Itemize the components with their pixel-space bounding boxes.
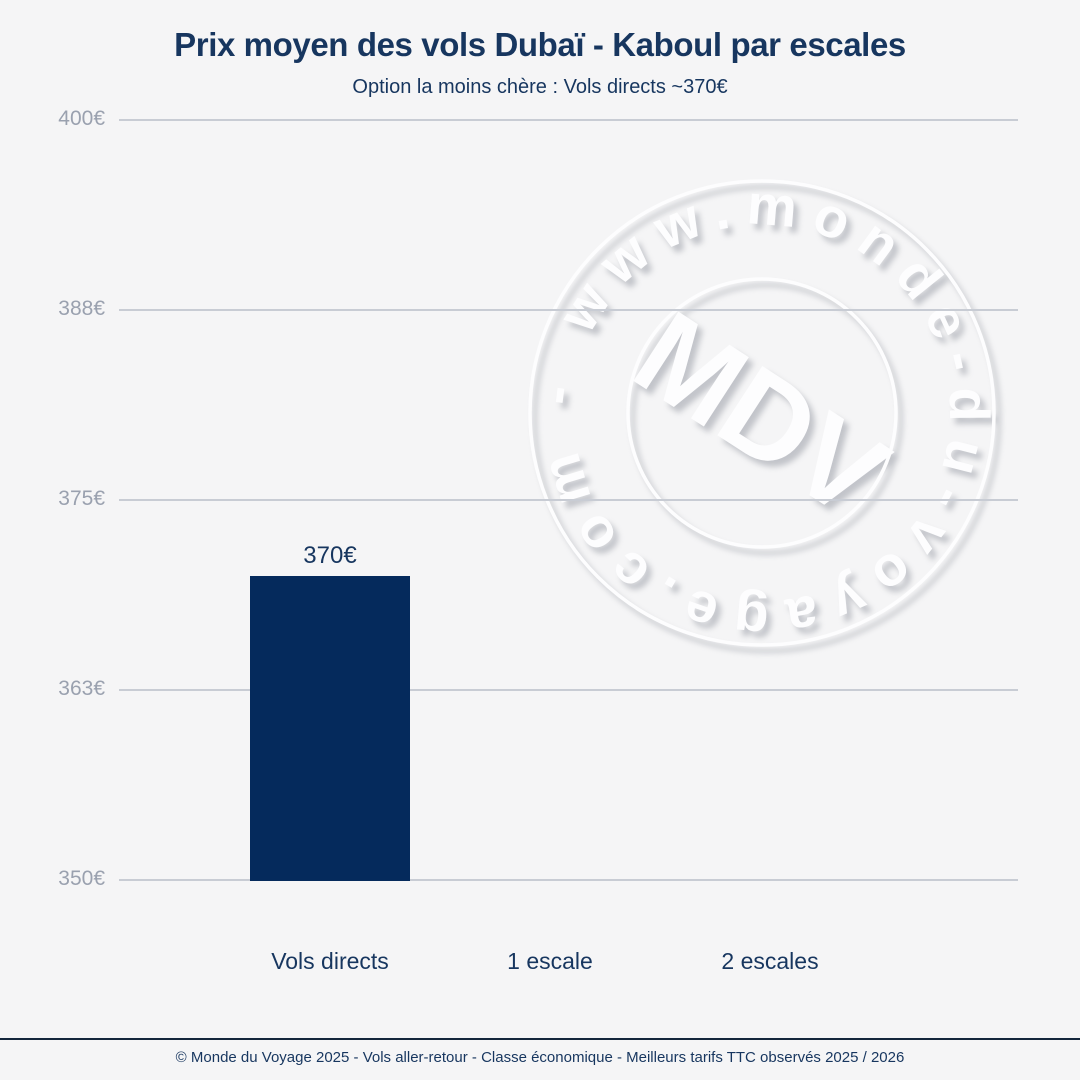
gridline	[119, 499, 1018, 501]
gridline	[119, 879, 1018, 881]
category-label: 2 escales	[721, 948, 819, 974]
chart-title: Prix moyen des vols Dubaï - Kaboul par e…	[174, 26, 906, 63]
footer-copyright: © Monde du Voyage 2025 - Vols aller-reto…	[175, 1049, 905, 1066]
chart-subtitle: Option la moins chère : Vols directs ~37…	[352, 76, 728, 98]
gridline	[119, 309, 1018, 311]
category-label: 1 escale	[507, 948, 593, 974]
footer-divider	[0, 1038, 1080, 1040]
bar-value-label: 370€	[303, 542, 357, 569]
y-tick-label: 400€	[58, 107, 105, 130]
gridline	[119, 689, 1018, 691]
gridline	[119, 119, 1018, 121]
y-tick-label: 363€	[58, 677, 105, 700]
bar	[250, 576, 410, 881]
y-tick-label: 350€	[58, 867, 105, 890]
y-tick-label: 388€	[58, 297, 105, 320]
category-label: Vols directs	[271, 948, 389, 974]
y-tick-label: 375€	[58, 487, 105, 510]
